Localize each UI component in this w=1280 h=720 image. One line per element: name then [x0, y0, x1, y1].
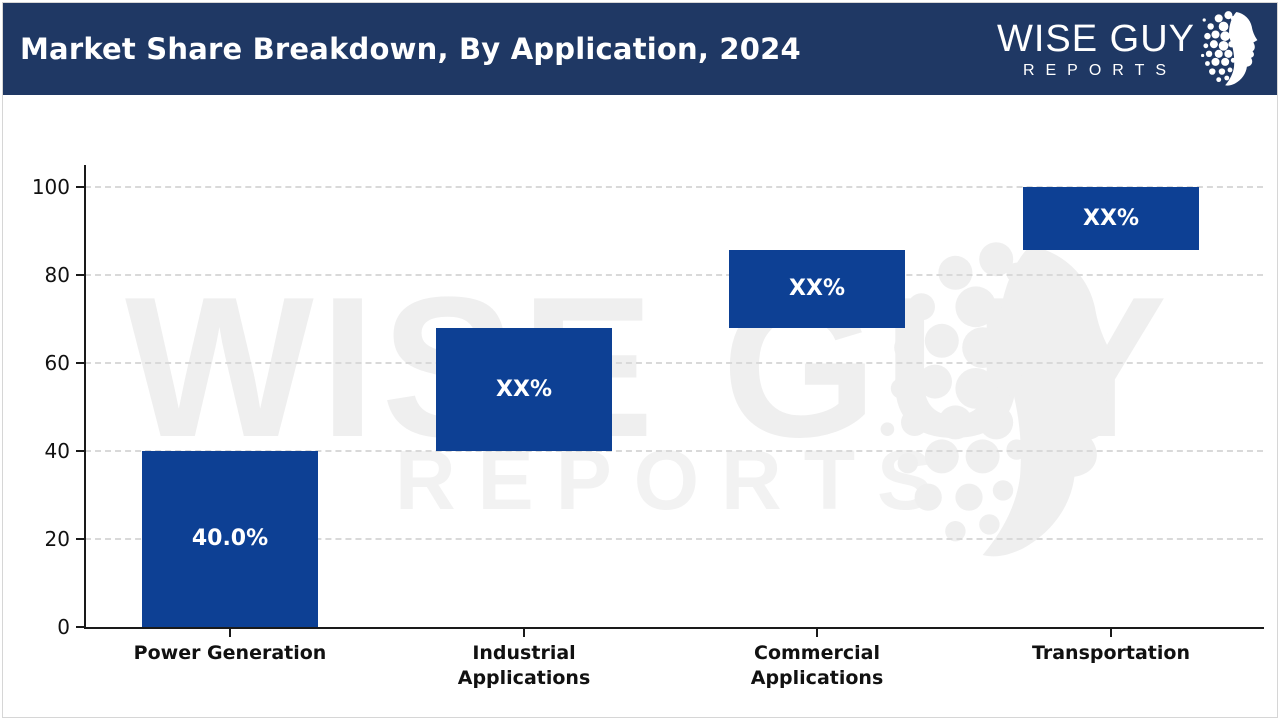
chart-header: Market Share Breakdown, By Application, …: [3, 3, 1277, 95]
y-tick-60: [76, 361, 85, 364]
y-tick-40: [76, 449, 85, 452]
bar-segment: XX%: [436, 327, 612, 451]
chart-title: Market Share Breakdown, By Application, …: [20, 32, 801, 66]
x-tick-2: [816, 629, 818, 637]
y-tick-0: [76, 626, 85, 628]
bar-segment: XX%: [1023, 186, 1199, 251]
gridline-80: [85, 273, 1263, 276]
gridline-20: [85, 537, 1263, 540]
x-tick-label: Commercial Applications: [687, 641, 947, 691]
gridline-100: [85, 185, 1263, 188]
watermark-text-sub: REPORTS: [395, 433, 956, 527]
y-tick-label-60: 60: [44, 350, 70, 375]
x-tick-3: [1110, 629, 1112, 637]
x-tick-label-line: Applications: [750, 667, 884, 690]
bar-segment: 40.0%: [142, 450, 318, 627]
y-tick-label-80: 80: [44, 262, 70, 287]
y-tick-label-0: 0: [57, 615, 70, 639]
y-tick-label-100: 100: [31, 174, 70, 199]
y-tick-20: [76, 537, 85, 540]
x-tick-label: Industrial Applications: [394, 641, 654, 691]
x-tick-0: [229, 629, 231, 637]
bar-value-label: XX%: [1083, 206, 1139, 232]
bar-segment: XX%: [729, 250, 905, 328]
x-tick-label: Transportation: [981, 641, 1241, 666]
bar-value-label: XX%: [789, 276, 845, 302]
x-tick-label-line: Applications: [457, 667, 591, 690]
x-tick-label-line: Industrial: [472, 642, 576, 664]
x-tick-label: Power Generation: [100, 641, 360, 666]
y-axis-spine: [84, 165, 86, 629]
dotted-profile-head-icon: [1201, 11, 1258, 86]
x-tick-label-line: Transportation: [1031, 642, 1190, 664]
y-tick-label-20: 20: [44, 526, 70, 551]
gridline-60: [85, 361, 1263, 364]
logo-wordmark: WISE GUY REPORTS: [997, 20, 1195, 79]
x-tick-label-line: Commercial: [754, 642, 880, 664]
logo-text-main: WISE GUY: [996, 17, 1195, 60]
gridline-40: [85, 449, 1263, 452]
y-tick-80: [76, 273, 85, 276]
x-tick-1: [523, 629, 525, 637]
x-tick-label-line: Power Generation: [133, 642, 327, 664]
logo-text-sub: REPORTS: [1022, 61, 1178, 79]
y-tick-100: [76, 185, 85, 188]
bar-value-label: XX%: [496, 376, 552, 402]
x-axis-spine: [84, 627, 1264, 629]
bar-value-label: 40.0%: [191, 526, 269, 552]
wiseguy-logo: WISE GUY REPORTS: [997, 8, 1259, 90]
y-tick-label-40: 40: [44, 438, 70, 463]
